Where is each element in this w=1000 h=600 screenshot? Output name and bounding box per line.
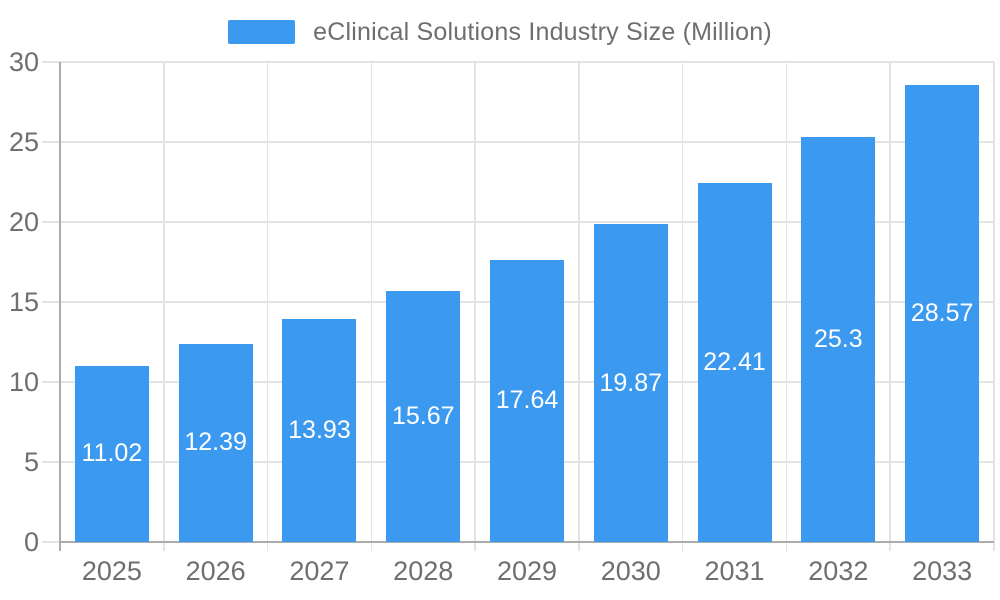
y-axis-tick-label: 30 (8, 47, 39, 77)
bar-2029[interactable]: 17.64 (490, 259, 564, 542)
legend-color-swatch-icon (228, 20, 296, 44)
bar-2031[interactable]: 22.41 (697, 183, 772, 542)
bar-2032[interactable]: 25.3 (801, 137, 876, 542)
gridline-horizontal (42, 221, 994, 223)
y-axis-tick-label: 10 (8, 367, 39, 397)
bar-2028[interactable]: 15.67 (386, 291, 461, 542)
bar-value-label: 19.87 (599, 368, 663, 397)
x-axis-line (59, 541, 994, 543)
gridline-horizontal (42, 61, 994, 63)
x-axis-tick-label-2029: 2029 (496, 556, 558, 586)
x-axis-tick-label-2031: 2031 (704, 556, 765, 586)
gridline-horizontal (42, 141, 994, 143)
gridline-vertical (785, 62, 788, 551)
bar-value-label: 15.67 (391, 402, 455, 431)
gridline-vertical (163, 62, 165, 551)
bar-value-label: 22.41 (703, 348, 766, 377)
x-axis-tick-label-2028: 2028 (393, 556, 454, 586)
gridline-vertical (889, 62, 891, 551)
x-axis-tick-label-2026: 2026 (185, 556, 246, 586)
bar-2025[interactable]: 11.02 (74, 365, 149, 542)
x-axis-tick-label-2032: 2032 (808, 556, 869, 586)
gridline-vertical (578, 62, 580, 551)
gridline-vertical (474, 62, 476, 551)
bar-value-label: 25.3 (813, 325, 863, 354)
bar-2026[interactable]: 12.39 (178, 343, 253, 542)
gridline-vertical (681, 62, 684, 551)
bar-value-label: 28.57 (910, 298, 974, 327)
y-axis-tick-label: 25 (8, 127, 39, 157)
x-axis-tick-label-2025: 2025 (81, 556, 142, 586)
legend-label: eClinical Solutions Industry Size (Milli… (313, 17, 772, 46)
bar-value-label: 12.39 (184, 428, 247, 457)
x-axis-tick-label-2033: 2033 (912, 556, 973, 586)
x-axis-tick-label-2030: 2030 (600, 556, 661, 586)
x-axis-tick-label-2027: 2027 (289, 556, 350, 586)
gridline-vertical (993, 62, 995, 551)
bar-value-label: 13.93 (288, 416, 351, 445)
bar-value-label: 17.64 (495, 386, 559, 415)
bar-2033[interactable]: 28.57 (905, 84, 980, 542)
gridline-vertical (266, 62, 269, 551)
y-axis-tick-label: 5 (23, 447, 39, 477)
y-axis-tick-label: 20 (8, 207, 39, 237)
y-axis-line (59, 62, 61, 551)
bar-value-label: 11.02 (81, 439, 143, 468)
bar-2030[interactable]: 19.87 (593, 224, 668, 542)
y-axis-tick-label: 0 (23, 527, 39, 557)
gridline-vertical (370, 62, 373, 551)
bar-2027[interactable]: 13.93 (282, 319, 357, 542)
chart-legend[interactable]: eClinical Solutions Industry Size (Milli… (0, 17, 1000, 47)
y-axis-tick-label: 15 (8, 287, 39, 317)
